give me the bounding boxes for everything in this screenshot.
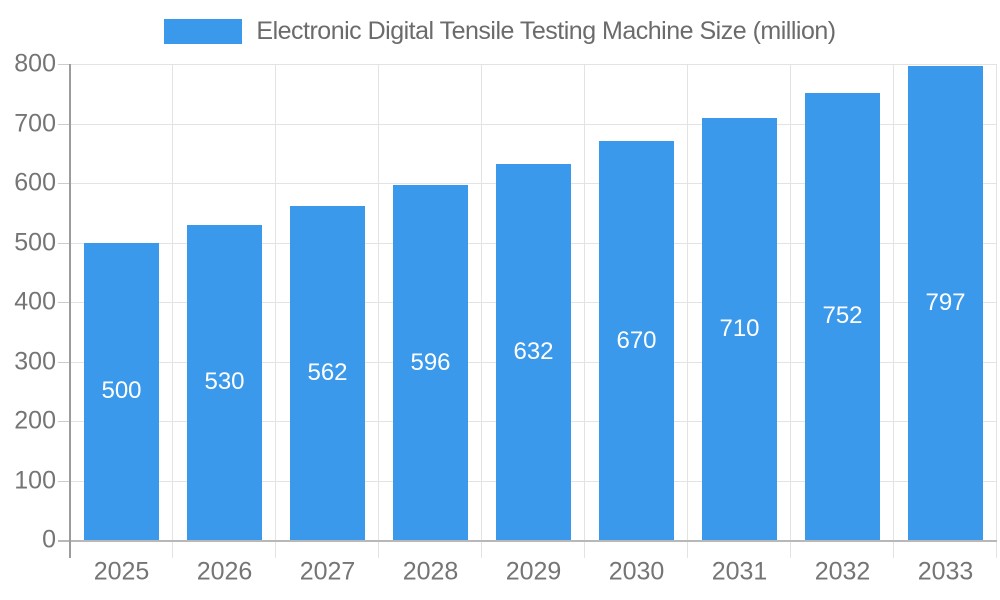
y-axis-tick-label: 700 bbox=[14, 109, 56, 137]
y-axis-tick-label: 0 bbox=[42, 525, 56, 554]
x-gridline bbox=[275, 64, 276, 558]
y-axis-tick bbox=[58, 123, 70, 125]
y-axis-tick bbox=[58, 64, 70, 65]
y-axis-tick-label: 100 bbox=[14, 466, 56, 494]
x-axis-label-2030: 2030 bbox=[608, 557, 665, 586]
x-axis-label-2031: 2031 bbox=[711, 557, 768, 586]
x-axis-label-2025: 2025 bbox=[93, 557, 150, 586]
bar-2028[interactable]: 596 bbox=[393, 185, 468, 540]
bar-2030[interactable]: 670 bbox=[599, 141, 674, 540]
y-gridline bbox=[70, 64, 997, 65]
x-gridline bbox=[378, 64, 379, 558]
y-axis-tick bbox=[58, 183, 70, 184]
x-gridline bbox=[584, 64, 585, 558]
x-axis-label-2032: 2032 bbox=[814, 557, 871, 586]
bar-value-label: 632 bbox=[513, 337, 554, 365]
bar-2031[interactable]: 710 bbox=[702, 117, 777, 540]
bar-value-label: 670 bbox=[616, 326, 657, 354]
y-axis-tick-label: 800 bbox=[14, 49, 56, 78]
bar-2029[interactable]: 632 bbox=[496, 163, 571, 540]
x-axis-label-2027: 2027 bbox=[299, 557, 356, 586]
bar-value-label: 596 bbox=[410, 348, 451, 376]
bar-value-label: 797 bbox=[925, 288, 966, 316]
y-axis-tick-label: 600 bbox=[14, 168, 56, 197]
x-gridline bbox=[893, 64, 894, 558]
y-axis-tick bbox=[58, 302, 70, 303]
x-axis-label-2033: 2033 bbox=[917, 557, 974, 586]
y-axis-tick-label: 300 bbox=[14, 347, 56, 375]
x-axis-line bbox=[58, 540, 997, 542]
bar-2025[interactable]: 500 bbox=[84, 242, 159, 540]
bar-value-label: 530 bbox=[204, 368, 245, 396]
chart-title: Electronic Digital Tensile Testing Machi… bbox=[256, 17, 836, 45]
y-axis-tick bbox=[58, 480, 70, 482]
x-gridline bbox=[481, 64, 482, 558]
chart-legend[interactable]: Electronic Digital Tensile Testing Machi… bbox=[0, 17, 1000, 46]
legend-swatch-icon[interactable] bbox=[164, 19, 243, 44]
y-axis-tick bbox=[58, 421, 70, 422]
y-axis-tick-label: 200 bbox=[14, 406, 56, 435]
y-gridline bbox=[70, 123, 997, 125]
x-gridline bbox=[790, 64, 791, 558]
x-gridline bbox=[687, 64, 688, 558]
y-axis-tick bbox=[58, 361, 70, 363]
x-axis-label-2029: 2029 bbox=[505, 557, 562, 586]
x-axis-label-2026: 2026 bbox=[196, 557, 253, 586]
y-axis-tick-label: 500 bbox=[14, 228, 56, 256]
bar-2026[interactable]: 530 bbox=[187, 224, 262, 540]
bar-2033[interactable]: 797 bbox=[908, 65, 983, 540]
bar-2027[interactable]: 562 bbox=[290, 205, 365, 540]
bar-value-label: 500 bbox=[101, 377, 142, 405]
y-axis-tick-label: 400 bbox=[14, 287, 56, 316]
y-axis-line bbox=[69, 64, 71, 558]
y-axis-tick bbox=[58, 242, 70, 244]
bar-value-label: 562 bbox=[307, 358, 348, 386]
bar-value-label: 752 bbox=[822, 302, 863, 330]
x-axis-label-2028: 2028 bbox=[402, 557, 459, 586]
bar-value-label: 710 bbox=[719, 314, 760, 342]
x-gridline bbox=[996, 64, 997, 558]
x-gridline bbox=[172, 64, 173, 558]
bar-2032[interactable]: 752 bbox=[805, 92, 880, 540]
